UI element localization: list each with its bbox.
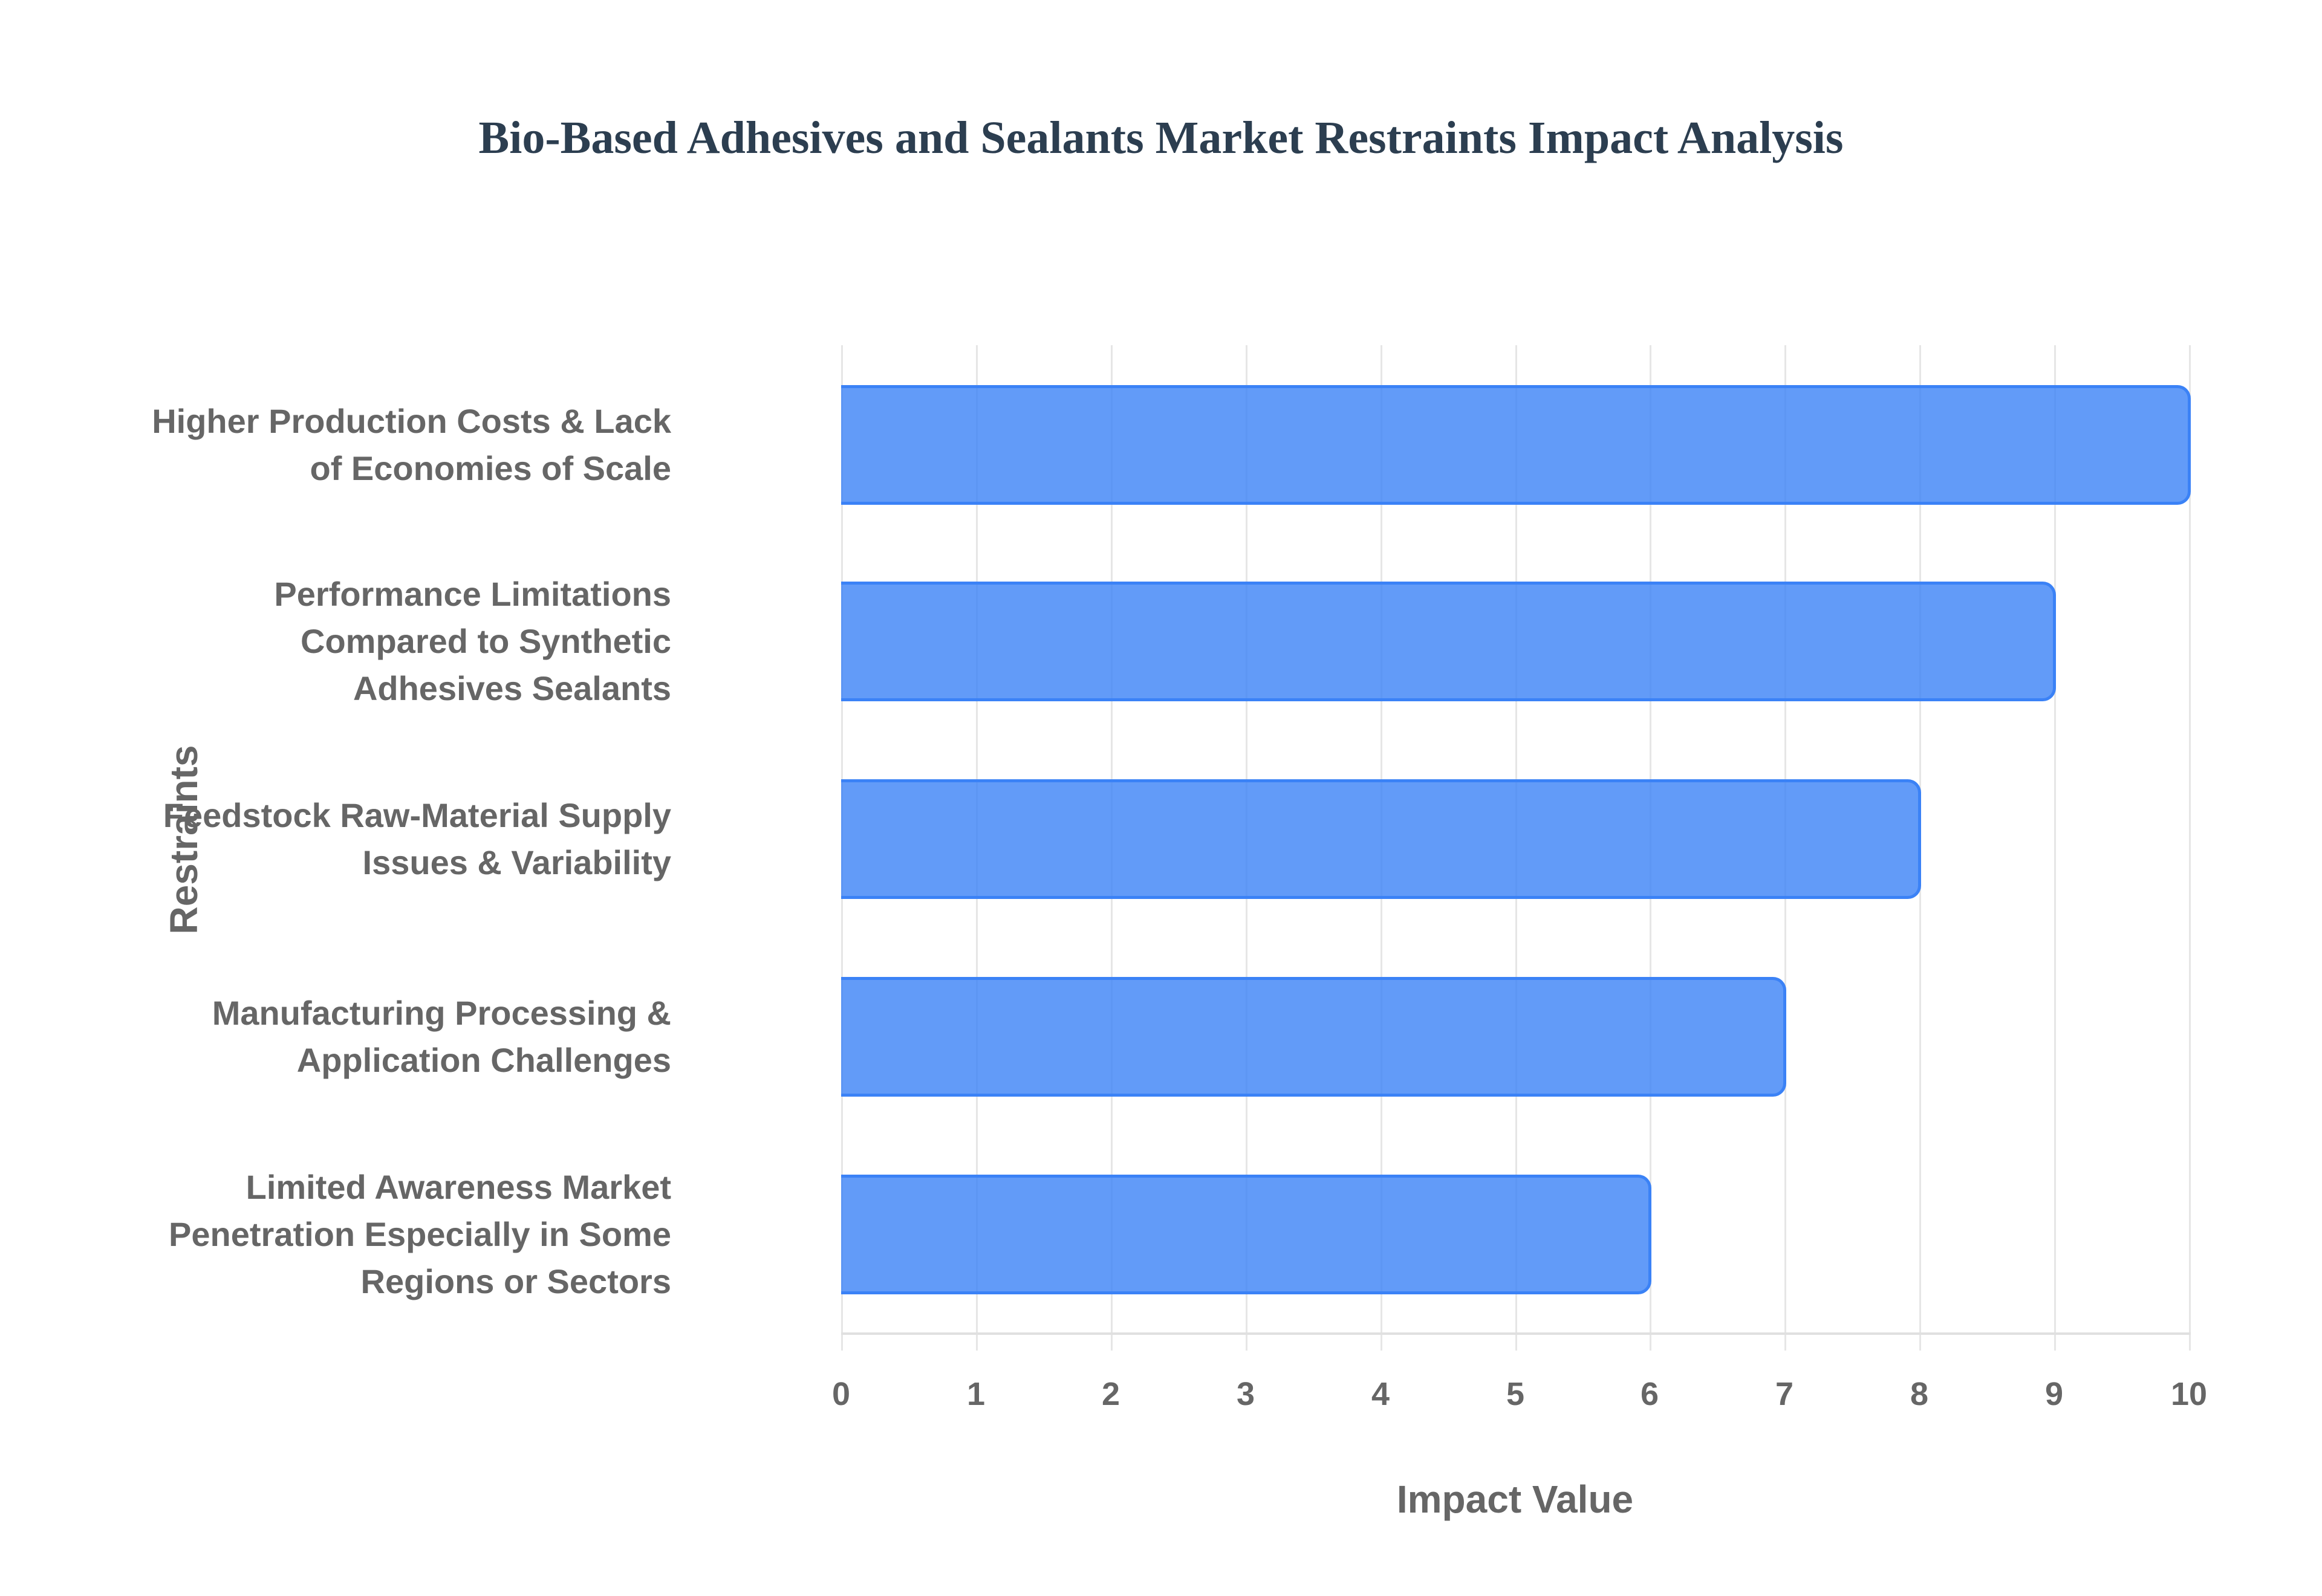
- x-tick-4: 4: [1371, 1376, 1390, 1412]
- category-label-performance-limitations: Performance Limitations Compared to Synt…: [6, 569, 671, 714]
- bar-feedstock-supply[interactable]: [841, 779, 1922, 899]
- x-tick-7: 7: [1775, 1376, 1794, 1412]
- category-label-line: of Economies of Scale: [310, 449, 672, 487]
- category-label-line: Regions or Sectors: [360, 1262, 671, 1300]
- category-label-line: Issues & Variability: [362, 843, 671, 881]
- x-tick-9: 9: [2044, 1376, 2064, 1412]
- category-label-limited-awareness: Limited Awareness Market Penetration Esp…: [6, 1162, 671, 1307]
- category-label-line: Performance Limitations: [274, 575, 671, 613]
- category-label-line: Higher Production Costs & Lack: [152, 402, 671, 440]
- category-label-line: Manufacturing Processing &: [212, 994, 671, 1032]
- x-tick-0: 0: [831, 1376, 851, 1412]
- x-tick-6: 6: [1640, 1376, 1659, 1412]
- x-axis-line: [841, 1332, 2191, 1335]
- x-tick-10: 10: [2170, 1376, 2208, 1412]
- category-label-higher-production-costs: Higher Production Costs & Lack of Econom…: [6, 372, 671, 517]
- chart-title: Bio-Based Adhesives and Sealants Market …: [478, 112, 1844, 163]
- gridline-10: [2189, 345, 2191, 1351]
- category-label-line: Application Challenges: [296, 1041, 671, 1079]
- plot-area: 0 1 2 3 4 5 6 7 8 9 10 Higher Production…: [152, 345, 2207, 1412]
- bar-higher-production-costs[interactable]: [841, 385, 2191, 505]
- category-label-manufacturing-processing: Manufacturing Processing & Application C…: [6, 964, 671, 1109]
- bar-limited-awareness[interactable]: [841, 1175, 1652, 1294]
- x-tick-2: 2: [1101, 1376, 1120, 1412]
- gridline-9: [2054, 345, 2056, 1351]
- category-label-line: Adhesives Sealants: [353, 669, 671, 707]
- x-axis-title: Impact Value: [1396, 1478, 1634, 1521]
- category-label-line: Penetration Especially in Some: [169, 1215, 671, 1253]
- x-tick-1: 1: [966, 1376, 986, 1412]
- x-tick-3: 3: [1236, 1376, 1255, 1412]
- bar-manufacturing-processing[interactable]: [841, 977, 1787, 1097]
- category-label-line: Limited Awareness Market: [246, 1168, 671, 1206]
- y-axis-title: Restraints: [162, 745, 206, 935]
- category-label-line: Compared to Synthetic: [301, 622, 671, 660]
- category-label-feedstock-supply: Feedstock Raw-Material Supply Issues & V…: [6, 767, 671, 912]
- x-tick-8: 8: [1910, 1376, 1929, 1412]
- category-label-line: Feedstock Raw-Material Supply: [163, 796, 671, 834]
- bar-performance-limitations[interactable]: [841, 582, 2057, 701]
- x-tick-5: 5: [1506, 1376, 1525, 1412]
